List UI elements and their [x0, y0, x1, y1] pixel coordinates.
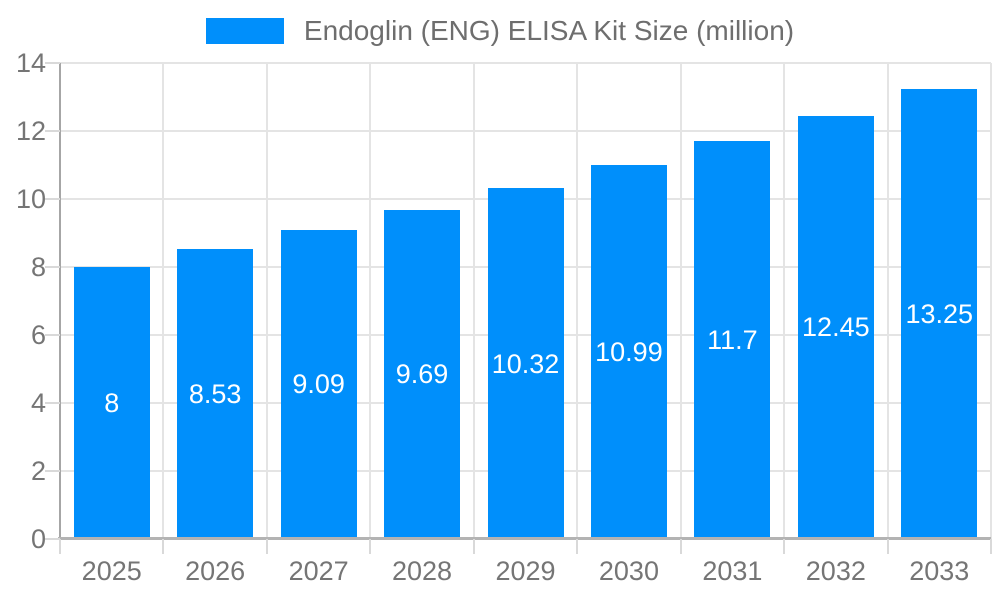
bar-value-label: 8.53: [188, 378, 242, 409]
plot-area: 8 8.53 9.09 9.69 10.32 10.99 11.7 12.45 13.25: [60, 62, 992, 539]
bar-2029[interactable]: 10.32: [487, 188, 564, 539]
legend-swatch: [205, 18, 284, 44]
vertical-gridline: [472, 63, 475, 539]
x-axis-tick: [990, 539, 992, 554]
legend-label: Endoglin (ENG) ELISA Kit Size (million): [303, 15, 795, 46]
y-axis-tick-label: 2: [30, 456, 46, 486]
horizontal-gridline: [60, 130, 991, 132]
y-axis-tick: [45, 334, 60, 336]
x-axis-tick: [783, 539, 786, 554]
bar-2033[interactable]: 13.25: [901, 88, 978, 539]
x-axis-tick-label: 2031: [702, 556, 763, 586]
y-axis-tick: [45, 198, 60, 200]
bar-value-label: 9.69: [395, 359, 449, 390]
vertical-gridline: [679, 63, 682, 539]
x-axis-tick: [472, 539, 475, 554]
vertical-gridline: [783, 63, 786, 539]
vertical-gridline: [265, 63, 268, 539]
vertical-gridline: [990, 63, 992, 539]
bar-2026[interactable]: 8.53: [177, 248, 254, 539]
x-axis-tick: [576, 539, 579, 554]
y-axis-tick: [45, 538, 60, 540]
bar-value-label: 13.25: [905, 298, 974, 329]
bar-2027[interactable]: 9.09: [280, 229, 357, 539]
y-axis-tick: [45, 62, 60, 64]
x-axis-baseline: [58, 537, 991, 540]
y-axis-tick-label: 6: [30, 320, 46, 350]
bar-2032[interactable]: 12.45: [797, 115, 874, 539]
bar-2030[interactable]: 10.99: [590, 165, 667, 539]
vertical-gridline: [886, 63, 889, 539]
y-axis-tick-label: 10: [15, 184, 46, 214]
x-axis-tick-label: 2026: [185, 556, 246, 586]
x-axis-tick-label: 2029: [495, 556, 556, 586]
x-axis-tick: [886, 539, 889, 554]
bar-2025[interactable]: 8: [73, 267, 150, 539]
y-axis-line: [59, 63, 61, 554]
x-axis-tick-label: 2028: [392, 556, 453, 586]
bar-2031[interactable]: 11.7: [694, 141, 771, 539]
bar-value-label: 9.09: [292, 369, 345, 400]
y-axis-tick-label: 0: [30, 524, 46, 554]
x-axis-tick-label: 2032: [805, 556, 866, 586]
x-axis-tick: [679, 539, 682, 554]
y-axis-tick: [45, 470, 60, 472]
x-axis-tick-label: 2027: [288, 556, 349, 586]
bar-value-label: 11.7: [707, 325, 758, 356]
x-axis-tick: [59, 539, 61, 554]
y-axis-tick-label: 4: [30, 388, 46, 418]
y-axis-tick-label: 12: [15, 116, 46, 146]
horizontal-gridline: [60, 62, 991, 64]
y-axis-tick: [45, 266, 60, 268]
bar-value-label: 12.45: [802, 312, 870, 343]
x-axis-tick: [369, 539, 372, 554]
bar-value-label: 10.99: [595, 337, 663, 368]
legend-item[interactable]: Endoglin (ENG) ELISA Kit Size (million): [0, 16, 1000, 46]
y-axis-tick-label: 8: [30, 252, 46, 282]
x-axis-tick: [162, 539, 165, 554]
vertical-gridline: [576, 63, 579, 539]
x-axis-tick: [265, 539, 268, 554]
x-axis-tick-label: 2025: [81, 556, 142, 586]
x-axis-tick-label: 2033: [909, 556, 970, 586]
y-axis-tick: [45, 130, 60, 132]
y-axis-tick: [45, 402, 60, 404]
vertical-gridline: [369, 63, 372, 539]
vertical-gridline: [162, 63, 165, 539]
y-axis-tick-label: 14: [15, 48, 46, 78]
bar-2028[interactable]: 9.69: [384, 209, 461, 539]
x-axis-tick-label: 2030: [598, 556, 659, 586]
bar-value-label: 10.32: [491, 348, 560, 379]
bar-value-label: 8: [104, 388, 120, 418]
